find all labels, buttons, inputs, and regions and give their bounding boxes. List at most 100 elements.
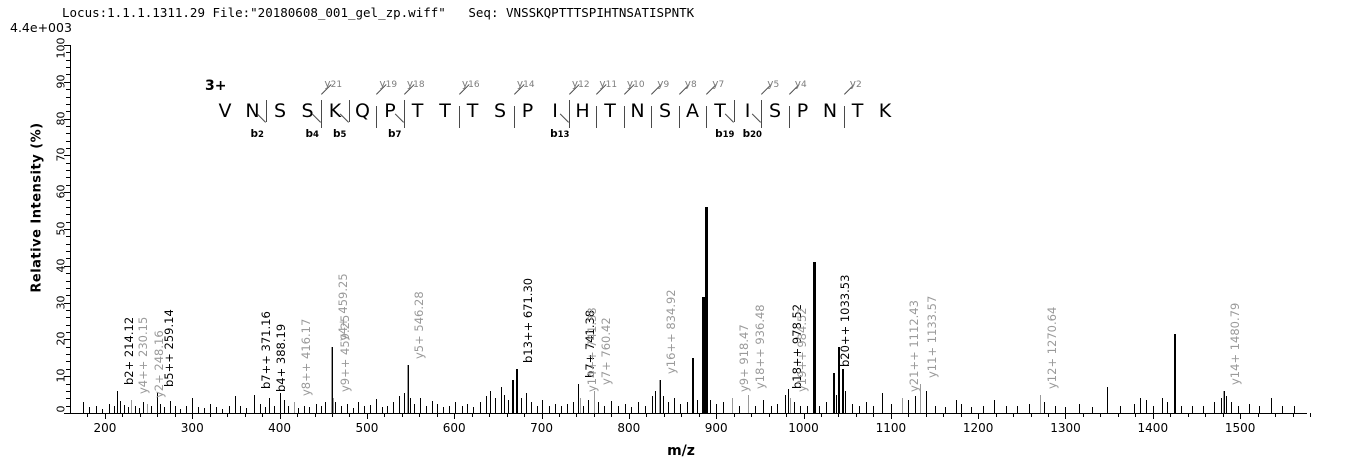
annotation-leader-line xyxy=(832,372,834,413)
spectrum-peak xyxy=(548,405,550,413)
b-ion-bracket xyxy=(733,100,735,122)
spectrum-peak xyxy=(352,407,354,413)
peak-annotation-label: b20++ 1033.53 xyxy=(837,274,852,367)
spectrum-peak xyxy=(800,406,802,413)
y-tick-label: 90 xyxy=(54,74,68,89)
spectrum-peak xyxy=(1231,401,1233,413)
y-tick-minor xyxy=(66,258,70,260)
spectrum-peak xyxy=(1091,407,1093,413)
y-tick-major: 100 xyxy=(55,38,70,59)
intensity-scale-label: 4.4e+003 xyxy=(10,20,72,35)
y-tick-major: 0 xyxy=(55,406,70,414)
x-tick-minor xyxy=(331,413,333,417)
x-tick-minor xyxy=(1275,413,1277,417)
b-ion-diagonal xyxy=(559,113,569,123)
spectrum-peak xyxy=(448,405,450,413)
peak-annotation-label: y4++ 230.15 xyxy=(136,316,151,395)
x-tick-minor xyxy=(262,413,264,417)
spectrum-peak xyxy=(186,405,188,413)
x-tick-minor xyxy=(1117,413,1119,417)
spectrum-peak xyxy=(436,403,438,413)
y-tick-minor xyxy=(66,354,70,356)
spectrum-peak xyxy=(1248,403,1250,413)
spectrum-peak xyxy=(1237,405,1239,413)
x-tick-label: 900 xyxy=(704,421,728,435)
spectrum-peak xyxy=(915,396,917,413)
x-tick-major xyxy=(192,413,194,419)
y-ion-label: y11 xyxy=(599,78,618,90)
x-tick-minor xyxy=(820,413,822,417)
peak-annotation-label: y16++ 834.92 xyxy=(664,289,679,374)
spectrum-peak xyxy=(638,401,640,413)
spectrum-peak xyxy=(387,405,389,413)
b-ion-bracket xyxy=(761,100,763,122)
spectrum-peak xyxy=(320,406,322,413)
spectrum-peak xyxy=(686,401,688,413)
y-tick-major: 80 xyxy=(55,111,70,125)
sequence-residue: T xyxy=(714,100,726,122)
spectrum-peak xyxy=(443,407,445,413)
spectrum-peak xyxy=(204,408,206,413)
spectrum-peak xyxy=(624,403,626,413)
annotation-leader-line xyxy=(748,394,750,413)
b-ion-label: b20 xyxy=(742,128,762,140)
y-ion-bracket xyxy=(788,106,790,128)
spectrum-peak xyxy=(274,405,276,413)
spectrum-peak xyxy=(240,406,242,413)
spectrum-peak xyxy=(500,387,502,413)
y-tick-minor xyxy=(66,89,70,91)
annotation-leader-line xyxy=(920,383,922,413)
x-tick-minor xyxy=(524,413,526,417)
spectrum-peak xyxy=(1065,407,1067,413)
spectrum-peak xyxy=(1270,398,1272,413)
annotation-leader-line xyxy=(146,403,148,413)
spectrum-peak xyxy=(393,401,395,413)
spectrum-peak xyxy=(114,405,116,413)
x-tick-minor xyxy=(506,413,508,417)
sequence-residue: A xyxy=(686,100,699,122)
y-tick-minor xyxy=(66,295,70,297)
spectrum-peak xyxy=(845,390,847,413)
spectrum-peak xyxy=(101,408,103,413)
spectrum-peak xyxy=(1213,401,1215,413)
spectrum-peak xyxy=(838,346,841,413)
y-axis-title: Relative Intensity (%) xyxy=(29,122,45,293)
spectrum-peak xyxy=(645,405,647,413)
spectrum-peak xyxy=(696,400,698,413)
y-ion-label: y2 xyxy=(849,78,862,90)
spectrum-peak xyxy=(180,408,182,413)
spectrum-peak xyxy=(376,399,378,413)
y-tick-minor xyxy=(66,361,70,363)
b-ion-bracket xyxy=(568,100,570,122)
b-ion-bracket xyxy=(321,100,323,122)
y-tick-label: 40 xyxy=(54,258,68,273)
b-ion-bracket xyxy=(348,100,350,122)
x-tick-major xyxy=(104,413,106,419)
spectrum-peak xyxy=(1006,406,1008,413)
x-tick-minor xyxy=(1292,413,1294,417)
spectrum-peak xyxy=(1139,398,1141,413)
x-tick-minor xyxy=(559,413,560,417)
spectrum-peak xyxy=(164,407,166,413)
annotation-leader-line xyxy=(269,398,271,413)
spectrum-peak xyxy=(587,400,589,413)
y-ion-label: y7 xyxy=(712,78,725,90)
spectrum-peak xyxy=(1226,396,1228,413)
spectrum-peak xyxy=(908,400,910,413)
spectrum-peak xyxy=(508,400,510,413)
spectrum-peak xyxy=(216,407,217,413)
y-tick-minor xyxy=(66,148,70,150)
spectrum-peak xyxy=(1119,405,1121,413)
y-tick-label: 100 xyxy=(54,37,68,59)
annotation-leader-line xyxy=(901,398,903,413)
y-tick-minor xyxy=(66,221,70,223)
x-tick-label: 1500 xyxy=(1224,421,1256,435)
x-tick-minor xyxy=(209,413,211,417)
spectrum-peak xyxy=(455,401,457,413)
sequence-residue: N xyxy=(245,100,260,122)
y-ion-bracket xyxy=(376,106,378,128)
peak-annotation-label: y21++ 1112.43 xyxy=(906,300,921,393)
annotation-leader-line xyxy=(407,365,409,413)
y-ion-bracket xyxy=(513,106,515,128)
